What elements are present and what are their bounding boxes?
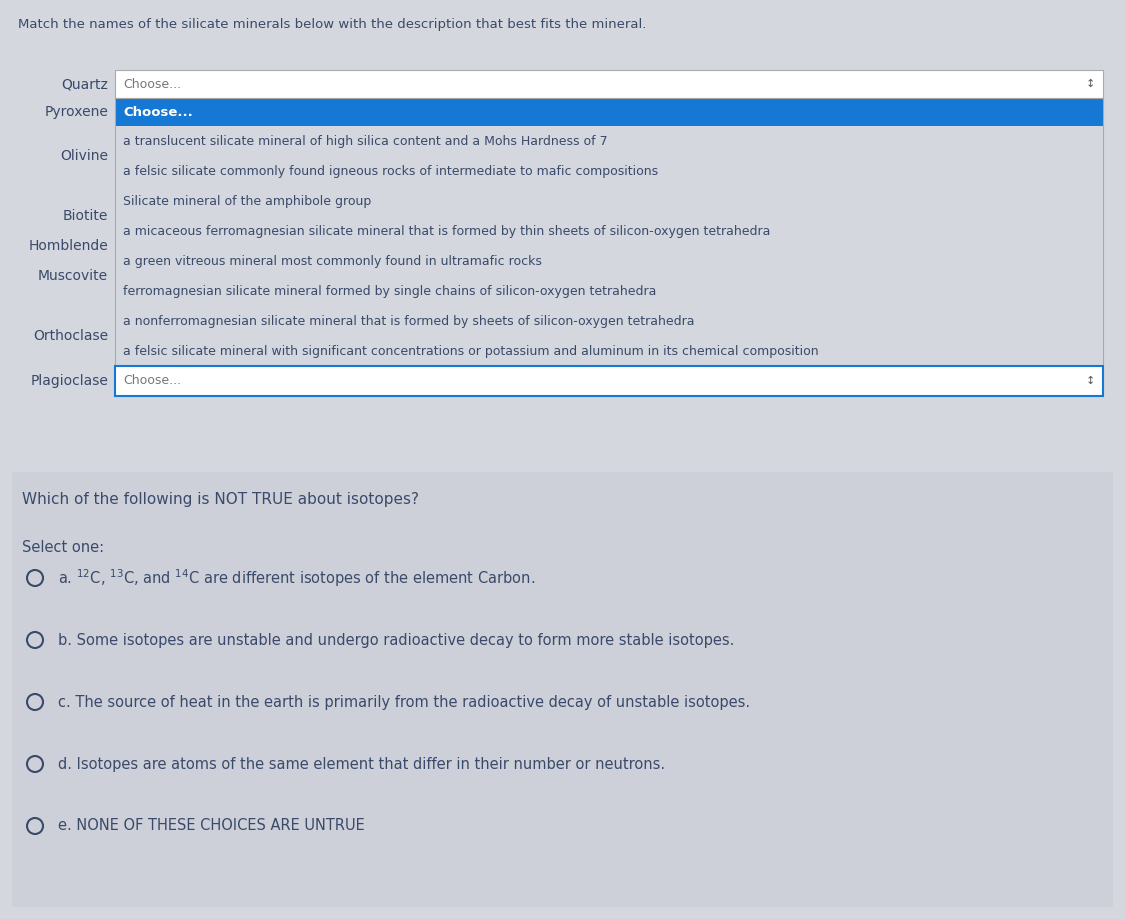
- Circle shape: [27, 756, 43, 772]
- Bar: [12, 12, 1113, 460]
- Text: e. NONE OF THESE CHOICES ARE UNTRUE: e. NONE OF THESE CHOICES ARE UNTRUE: [58, 819, 364, 834]
- Text: a micaceous ferromagnesian silicate mineral that is formed by thin sheets of sil: a micaceous ferromagnesian silicate mine…: [123, 224, 771, 237]
- Circle shape: [27, 694, 43, 710]
- Text: Olivine: Olivine: [60, 149, 108, 163]
- Circle shape: [27, 570, 43, 586]
- Text: a felsic silicate mineral with significant concentrations or potassium and alumi: a felsic silicate mineral with significa…: [123, 345, 819, 357]
- Text: Select one:: Select one:: [22, 540, 105, 555]
- Circle shape: [27, 818, 43, 834]
- Text: c. The source of heat in the earth is primarily from the radioactive decay of un: c. The source of heat in the earth is pr…: [58, 695, 750, 709]
- Text: Silicate mineral of the amphibole group: Silicate mineral of the amphibole group: [123, 195, 371, 208]
- Text: Muscovite: Muscovite: [38, 269, 108, 283]
- Text: ferromagnesian silicate mineral formed by single chains of silicon-oxygen tetrah: ferromagnesian silicate mineral formed b…: [123, 285, 656, 298]
- Bar: [12, 472, 1113, 907]
- Bar: [115, 70, 1102, 98]
- Text: Match the names of the silicate minerals below with the description that best fi: Match the names of the silicate minerals…: [18, 18, 647, 31]
- Text: Choose...: Choose...: [123, 375, 181, 388]
- Text: a. $^{12}$C, $^{13}$C, and $^{14}$C are different isotopes of the element Carbon: a. $^{12}$C, $^{13}$C, and $^{14}$C are …: [58, 567, 536, 589]
- Text: a green vitreous mineral most commonly found in ultramafic rocks: a green vitreous mineral most commonly f…: [123, 255, 542, 267]
- Text: Pyroxene: Pyroxene: [44, 105, 108, 119]
- Text: Orthoclase: Orthoclase: [33, 329, 108, 343]
- Text: Plagioclase: Plagioclase: [30, 374, 108, 388]
- Text: Which of the following is NOT TRUE about isotopes?: Which of the following is NOT TRUE about…: [22, 492, 418, 507]
- Text: a translucent silicate mineral of high silica content and a Mohs Hardness of 7: a translucent silicate mineral of high s…: [123, 134, 608, 148]
- Bar: [115, 366, 1102, 396]
- Text: d. Isotopes are atoms of the same element that differ in their number or neutron: d. Isotopes are atoms of the same elemen…: [58, 756, 665, 771]
- Text: ↕: ↕: [1086, 376, 1095, 386]
- Text: Homblende: Homblende: [28, 239, 108, 253]
- Bar: [115, 98, 1102, 126]
- Text: ↕: ↕: [1086, 79, 1095, 89]
- Text: a felsic silicate commonly found igneous rocks of intermediate to mafic composit: a felsic silicate commonly found igneous…: [123, 165, 658, 177]
- Text: Choose...: Choose...: [123, 77, 181, 90]
- Text: b. Some isotopes are unstable and undergo radioactive decay to form more stable : b. Some isotopes are unstable and underg…: [58, 632, 735, 648]
- Text: Quartz: Quartz: [61, 77, 108, 91]
- Text: Biotite: Biotite: [63, 209, 108, 223]
- Text: Choose...: Choose...: [123, 106, 192, 119]
- Circle shape: [27, 632, 43, 648]
- Bar: [115, 98, 1102, 366]
- Text: a nonferromagnesian silicate mineral that is formed by sheets of silicon-oxygen : a nonferromagnesian silicate mineral tha…: [123, 314, 694, 327]
